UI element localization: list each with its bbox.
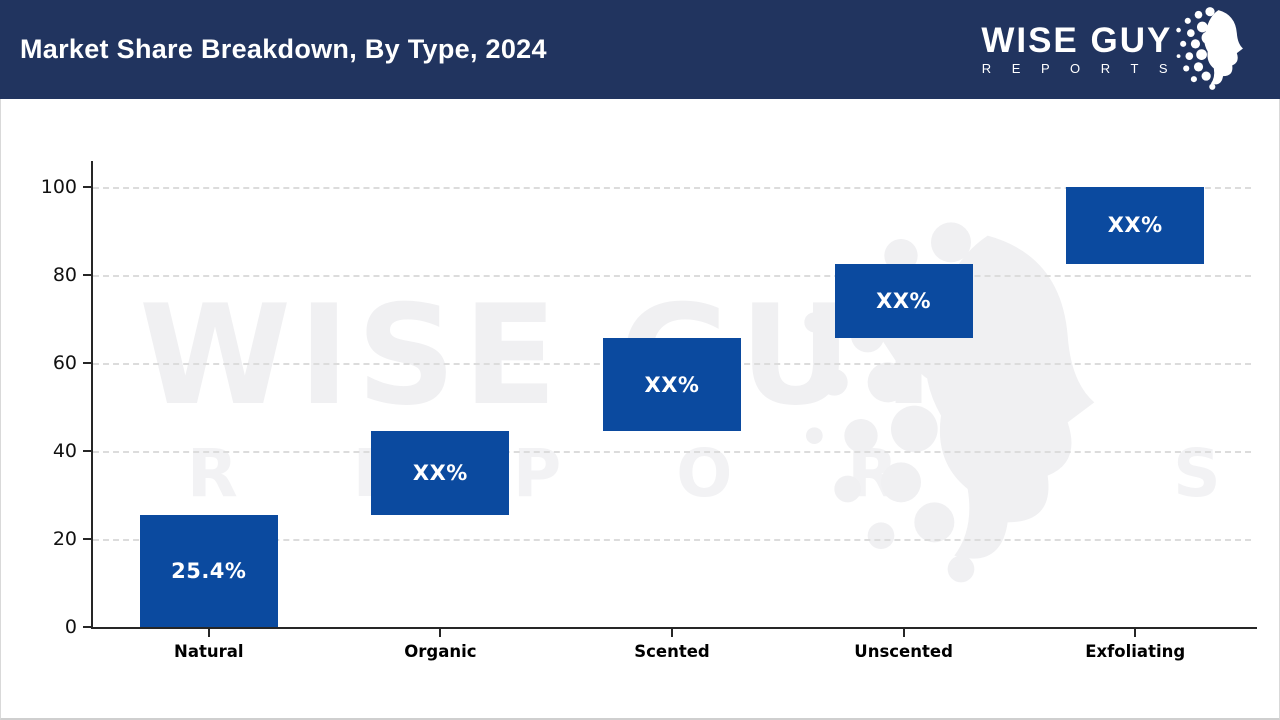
y-tick-label: 100 (40, 176, 77, 198)
x-category-label: Natural (174, 642, 244, 661)
y-tick-label: 60 (52, 352, 77, 374)
y-tick-mark (83, 538, 91, 540)
x-tick-mark (207, 629, 210, 637)
bar: 25.4% (139, 515, 278, 627)
header-bar: Market Share Breakdown, By Type, 2024 WI… (0, 0, 1280, 99)
x-tick-mark (439, 629, 442, 637)
watermark-text-line1: WISE GUY (139, 275, 966, 436)
x-category-label: Organic (404, 642, 477, 661)
x-tick-mark (902, 629, 905, 637)
bar-value-label: XX% (1107, 213, 1163, 238)
page-title: Market Share Breakdown, By Type, 2024 (20, 34, 547, 64)
bar-value-label: XX% (412, 461, 468, 486)
x-category-label: Unscented (854, 642, 953, 661)
bar-value-label: 25.4% (171, 559, 247, 584)
bar-value-label: XX% (644, 372, 700, 397)
bar: XX% (603, 337, 741, 432)
x-axis-line (91, 627, 1257, 629)
y-tick-mark (83, 186, 91, 188)
wiseguy-logo-line1: WISE GUY (981, 21, 1173, 60)
gridline (93, 187, 1251, 189)
bar-value-label: XX% (876, 288, 932, 313)
wiseguy-head-icon (1162, 4, 1258, 96)
bar: XX% (1066, 187, 1205, 264)
bar: XX% (371, 431, 510, 516)
x-category-label: Scented (634, 642, 710, 661)
y-axis-line (91, 161, 93, 629)
chart-canvas: WISE GUY R E P O R T S 0 20 40 60 80 100 25.4%… (0, 99, 1280, 720)
y-tick-mark (83, 450, 91, 452)
wiseguy-logo-line2: R E P O R T S (981, 61, 1176, 76)
y-tick-mark (83, 362, 91, 364)
gridline (93, 275, 1251, 277)
y-tick-label: 80 (52, 264, 77, 286)
bar: XX% (834, 263, 973, 338)
plot-area: 0 20 40 60 80 100 25.4% Natural XX% Organic XX% Sce… (41, 161, 1257, 661)
wiseguy-logo: WISE GUY R E P O R T S (978, 4, 1258, 96)
y-tick-label: 0 (64, 616, 77, 638)
x-tick-mark (1134, 629, 1137, 637)
y-tick-label: 40 (52, 440, 77, 462)
gridline (93, 451, 1251, 453)
x-tick-mark (671, 629, 673, 637)
gridline (93, 539, 1251, 541)
y-tick-mark (83, 626, 91, 628)
wiseguy-logo-text: WISE GUY R E P O R T S (978, 23, 1176, 76)
x-category-label: Exfoliating (1085, 642, 1186, 661)
y-tick-label: 20 (52, 528, 77, 550)
y-tick-mark (83, 274, 91, 276)
